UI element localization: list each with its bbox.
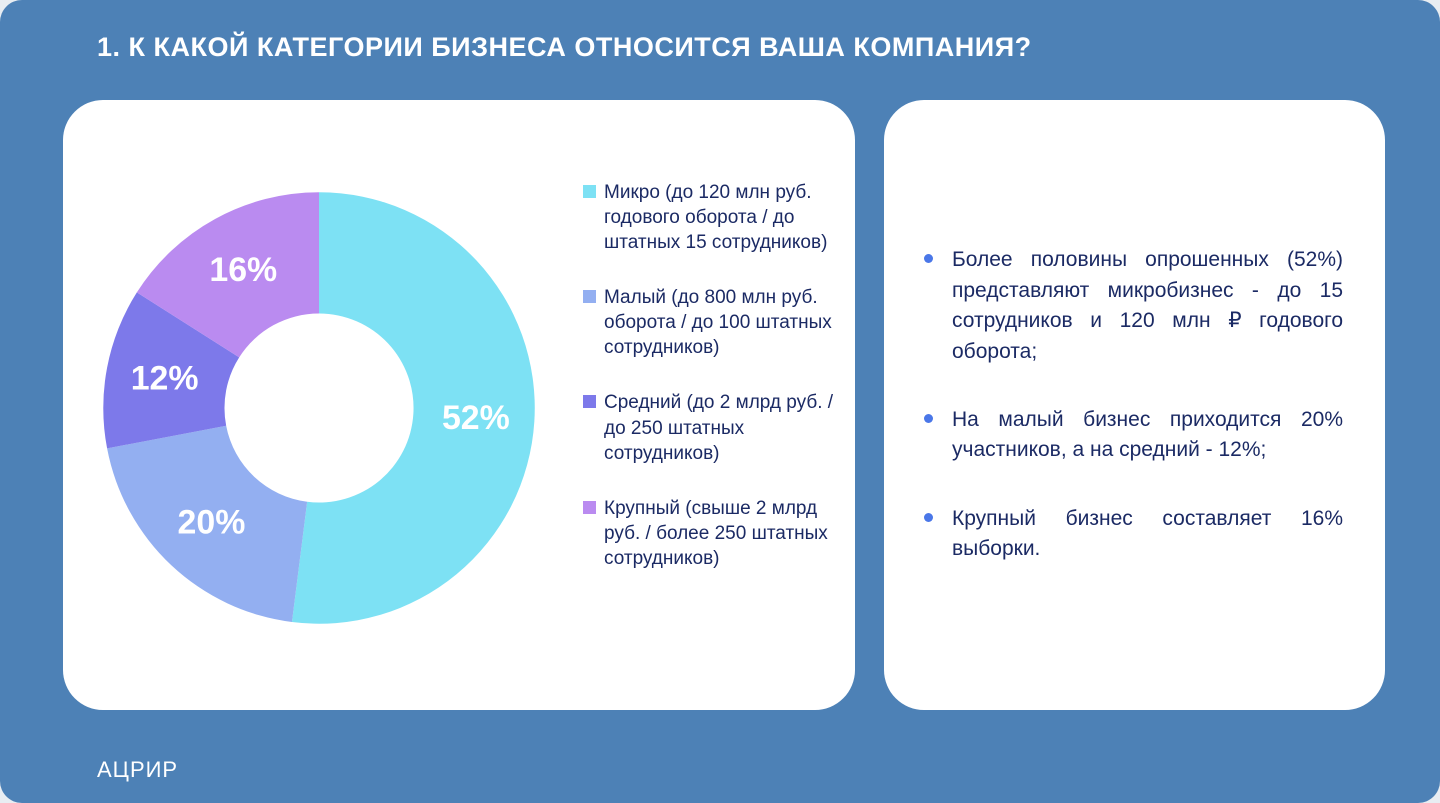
legend-swatch-medium xyxy=(583,395,596,409)
donut-value-label-0: 52% xyxy=(442,399,510,437)
legend-item-micro: Микро (до 120 млн руб. годового оборота … xyxy=(583,180,835,255)
slide-title: 1. К КАКОЙ КАТЕГОРИИ БИЗНЕСА ОТНОСИТСЯ В… xyxy=(97,32,1032,62)
donut-svg: 52% 20% 12% 16% xyxy=(103,192,535,624)
donut-segment-2 xyxy=(103,292,240,449)
slide-footer-logo: АЦРИР xyxy=(97,757,179,782)
insight-text-2: На малый бизнес приходится 20% участнико… xyxy=(952,408,1343,462)
donut-segment-0 xyxy=(291,192,535,624)
donut-value-label-3: 16% xyxy=(209,251,277,289)
donut-value-label-2: 12% xyxy=(131,360,199,398)
donut-segment-3 xyxy=(136,192,319,358)
insight-bullet-2: На малый бизнес приходится 20% участнико… xyxy=(924,405,1343,466)
legend-swatch-large xyxy=(583,500,596,514)
legend-swatch-small xyxy=(583,290,596,304)
insight-text-1: Более половины опрошенных (52%) представ… xyxy=(952,248,1343,363)
donut-value-label-1: 20% xyxy=(178,504,246,542)
chart-card: 52% 20% 12% 16% Микро (до 120 млн руб. годо… xyxy=(63,100,855,710)
insight-bullet-3: Крупный бизнес составляет 16% выборки. xyxy=(924,504,1343,565)
legend-item-small: Малый (до 800 млн руб. оборота / до 100 … xyxy=(583,285,835,360)
legend-label-medium: Средний (до 2 млрд руб. / до 250 штатных… xyxy=(604,392,834,464)
legend-label-micro: Микро (до 120 млн руб. годового оборота … xyxy=(604,182,828,254)
legend-item-large: Крупный (свыше 2 млрд руб. / более 250 ш… xyxy=(583,496,835,571)
chart-legend: Микро (до 120 млн руб. годового оборота … xyxy=(583,180,835,571)
insight-bullet-1: Более половины опрошенных (52%) представ… xyxy=(924,245,1343,367)
legend-item-medium: Средний (до 2 млрд руб. / до 250 штатных… xyxy=(583,390,835,465)
bullet-dot-icon xyxy=(924,414,933,423)
bullet-dot-icon xyxy=(924,254,933,264)
legend-label-large: Крупный (свыше 2 млрд руб. / более 250 ш… xyxy=(604,497,828,569)
legend-label-small: Малый (до 800 млн руб. оборота / до 100 … xyxy=(604,287,832,359)
donut-chart: 52% 20% 12% 16% xyxy=(93,182,545,634)
insights-card: Более половины опрошенных (52%) представ… xyxy=(884,100,1385,710)
insight-text-3: Крупный бизнес составляет 16% выборки. xyxy=(952,506,1343,561)
bullet-dot-icon xyxy=(924,512,933,522)
legend-swatch-micro xyxy=(583,185,596,198)
donut-segment-1 xyxy=(107,425,308,623)
